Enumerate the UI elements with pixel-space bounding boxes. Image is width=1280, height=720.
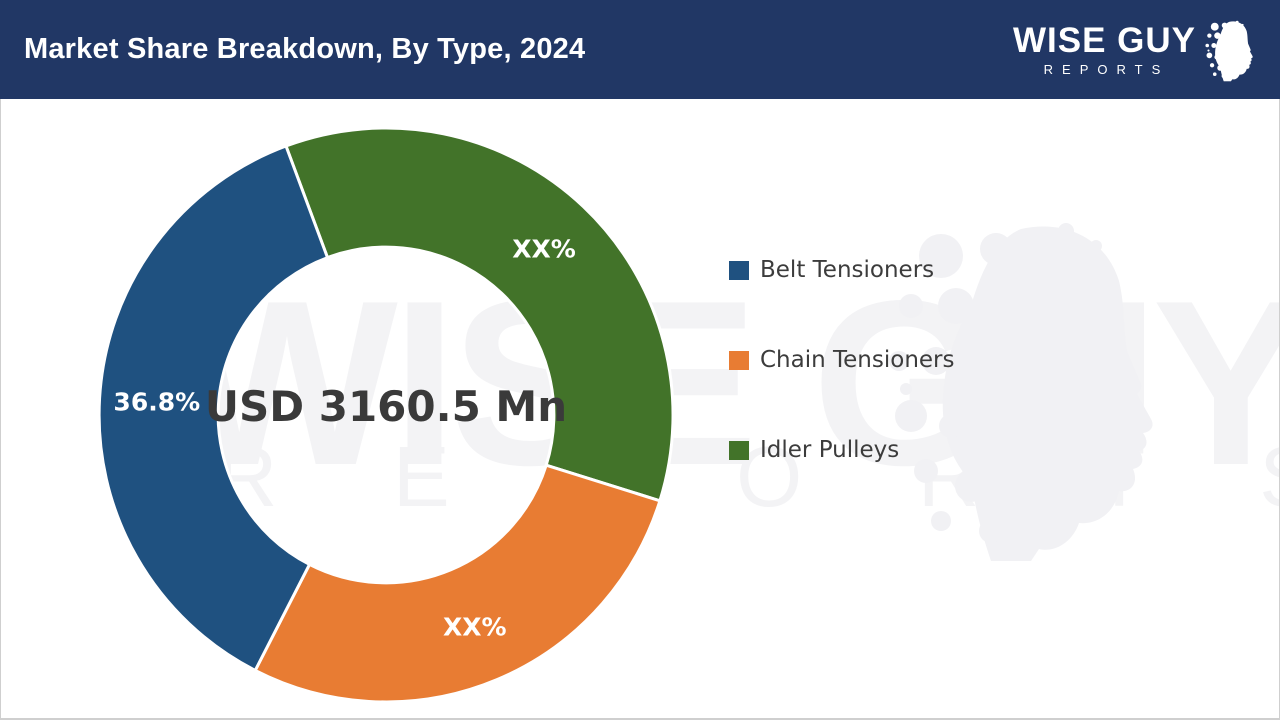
donut-segment-idler-pulleys: [284, 126, 675, 503]
donut-chart: XX% XX% 36.8%: [97, 126, 675, 704]
chart-legend: Belt Tensioners Chain Tensioners Idler P…: [729, 256, 955, 526]
segment-label-belt-tensioners: 36.8%: [113, 387, 200, 416]
legend-label: Idler Pulleys: [760, 437, 900, 463]
logo-text: WISE GUY REPORTS: [1013, 23, 1196, 76]
logo-face-icon: [1204, 11, 1256, 89]
legend-label: Chain Tensioners: [760, 347, 955, 373]
legend-swatch-green: [729, 440, 749, 460]
legend-label: Belt Tensioners: [760, 257, 935, 283]
logo-wordmark: WISE GUY: [1012, 21, 1196, 60]
logo-subtitle: REPORTS: [1043, 62, 1170, 77]
legend-swatch-orange: [729, 350, 749, 370]
donut-segment-belt-tensioners: [97, 144, 330, 673]
chart-canvas: WISE GUY R E P O R T S XX% XX% 36.8% USD 3…: [0, 99, 1280, 720]
legend-item-belt-tensioners: Belt Tensioners: [729, 256, 955, 284]
header-bar: Market Share Breakdown, By Type, 2024 WI…: [0, 0, 1280, 99]
legend-swatch-blue: [729, 260, 749, 280]
wise-guy-logo: WISE GUY REPORTS: [1013, 11, 1256, 89]
page-title: Market Share Breakdown, By Type, 2024: [24, 33, 586, 65]
donut-center-value: USD 3160.5 Mn: [204, 382, 568, 431]
legend-item-chain-tensioners: Chain Tensioners: [729, 346, 955, 374]
legend-item-idler-pulleys: Idler Pulleys: [729, 436, 955, 464]
segment-label-idler-pulleys: XX%: [512, 234, 576, 263]
donut-segment-chain-tensioners: [253, 463, 662, 704]
segment-label-chain-tensioners: XX%: [443, 613, 507, 642]
